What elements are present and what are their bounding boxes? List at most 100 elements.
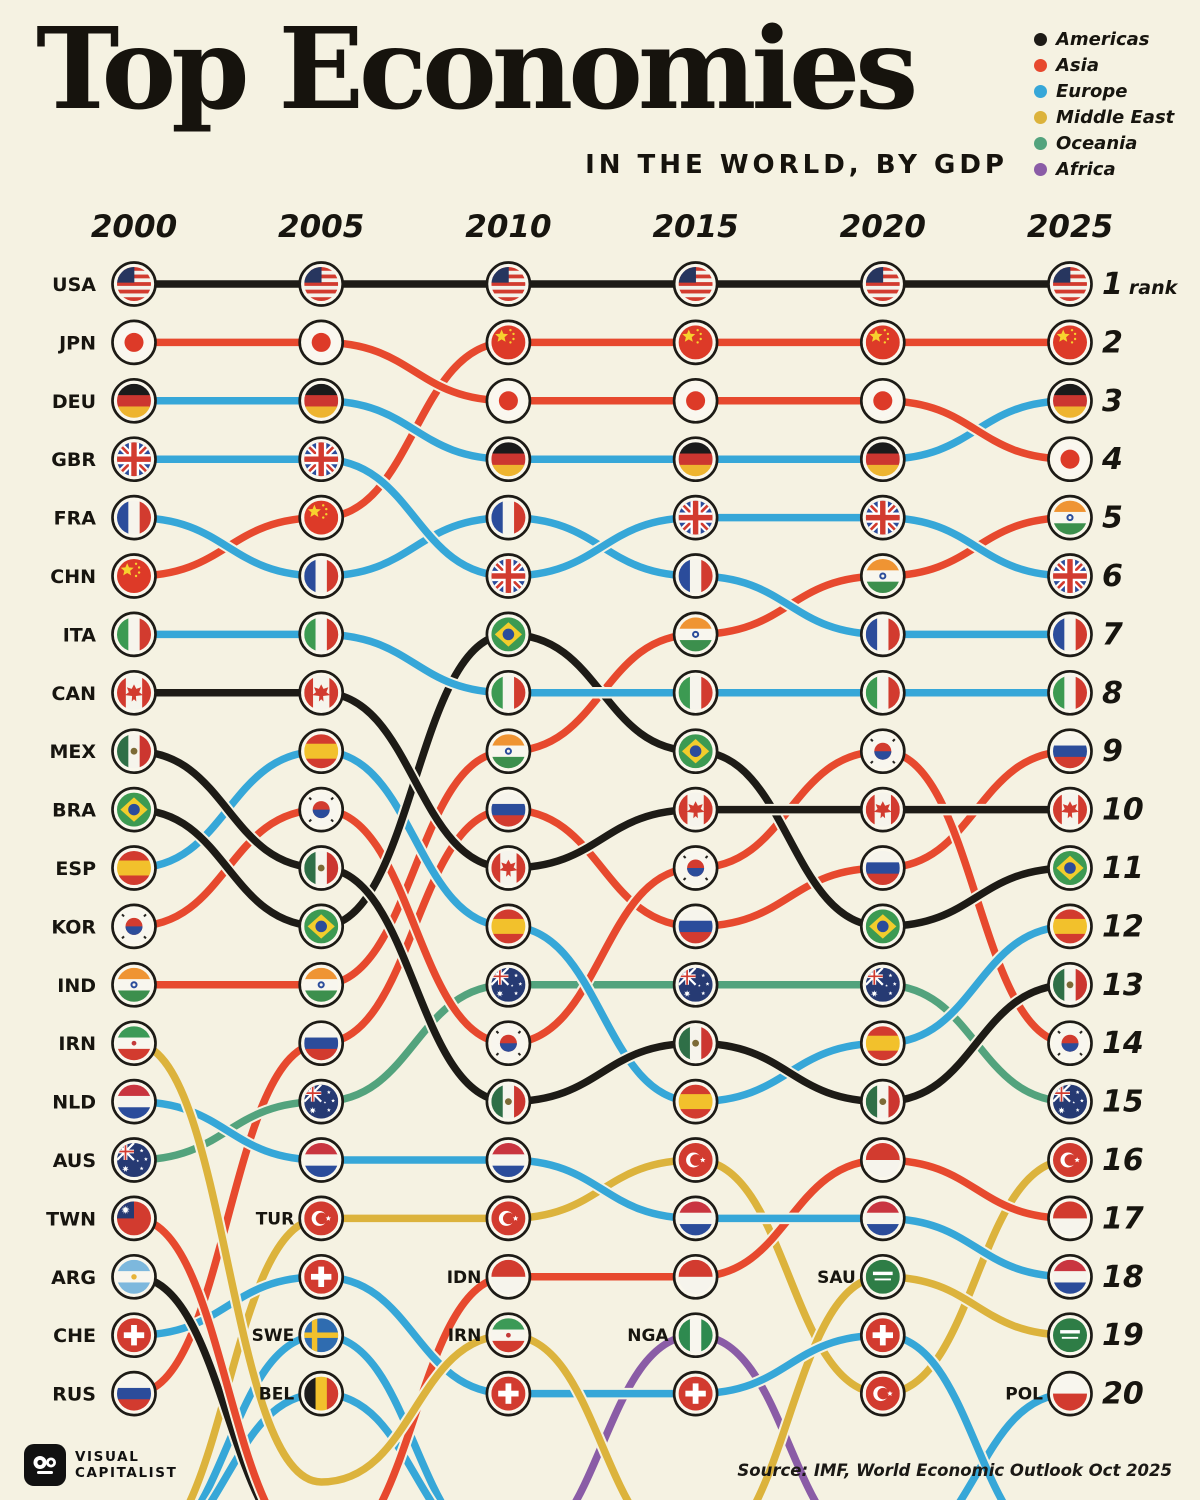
flag-icon-KOR: [1053, 1026, 1087, 1061]
node-NLD-2025: [1047, 1253, 1093, 1300]
flag-icon-TUR: [1053, 1143, 1087, 1177]
flag-icon-ITA: [304, 617, 339, 652]
country-label-NLD: NLD: [52, 1092, 96, 1114]
country-label-IND: IND: [57, 975, 96, 997]
rank-label-18: 18: [1102, 1260, 1144, 1295]
node-TWN-2000: [111, 1195, 157, 1242]
inline-label-BEL: BEL: [259, 1385, 295, 1405]
legend-item-middle-east: Middle East: [1034, 104, 1174, 130]
flag-icon-CAN: [304, 675, 339, 710]
flag-icon-USA: [1053, 267, 1087, 301]
node-TUR-2025: [1047, 1137, 1093, 1183]
flag-icon-NLD: [117, 1084, 151, 1119]
line-TWN: [133, 1214, 269, 1500]
node-CHE-2005: [298, 1253, 345, 1300]
flag-icon-CAN: [865, 792, 900, 827]
flag-icon-FRA: [304, 559, 339, 593]
inline-label-IRN: IRN: [448, 1326, 482, 1346]
flag-icon-DEU: [304, 383, 339, 418]
node-SWE-2005: [298, 1312, 345, 1359]
line-IRN: [133, 1039, 632, 1500]
node-JPN-2010: [485, 377, 532, 424]
country-label-MEX: MEX: [49, 741, 96, 763]
node-ITA-2000: [111, 611, 157, 658]
node-BRA-2000: [111, 786, 157, 833]
rank-label-3: 3: [1102, 384, 1123, 419]
flag-icon-FRA: [865, 617, 900, 652]
flag-icon-FRA: [491, 500, 526, 535]
flag-icon-TUR: [865, 1376, 900, 1411]
flag-icon-JPN: [491, 383, 526, 418]
node-KOR-2010: [485, 1020, 532, 1067]
line-FRA: [133, 513, 1070, 639]
visual-capitalist-logo: VISUAL CAPITALIST: [24, 1444, 177, 1486]
flag-icon-RUS: [117, 1376, 151, 1411]
flag-icon-CHN: [1053, 325, 1087, 360]
flag-icon-ESP: [865, 1026, 900, 1061]
legend-label: Oceania: [1056, 132, 1138, 154]
flag-icon-SWE: [304, 1318, 339, 1353]
node-JPN-2015: [672, 377, 719, 424]
line-SAU: [752, 1273, 1071, 1500]
flag-icon-TUR: [491, 1201, 526, 1236]
rank-label-16: 16: [1102, 1143, 1144, 1178]
node-SAU-2020: [859, 1253, 906, 1300]
rank-label-19: 19: [1102, 1318, 1144, 1353]
node-MEX-2025: [1047, 961, 1093, 1008]
flag-icon-AUS: [865, 967, 900, 1002]
flag-icon-CHE: [678, 1376, 713, 1411]
flag-icon-USA: [678, 267, 713, 301]
node-CAN-2010: [485, 845, 532, 891]
flag-icon-ESP: [117, 851, 151, 885]
node-GBR-2000: [111, 436, 157, 483]
node-ITA-2005: [298, 611, 345, 658]
legend-item-africa: Africa: [1034, 156, 1174, 182]
node-MEX-2010: [485, 1078, 532, 1125]
flag-icon-JPN: [1053, 442, 1087, 477]
flag-icon-USA: [865, 267, 900, 301]
flag-icon-IDN: [1053, 1201, 1087, 1236]
node-KOR-2005: [298, 786, 345, 833]
node-POL-2025: [1047, 1370, 1093, 1417]
year-label-2010: 2010: [465, 209, 551, 245]
lines-layer: [133, 278, 1071, 1500]
flag-icon-USA: [304, 267, 339, 301]
country-label-IRN: IRN: [58, 1033, 96, 1055]
flag-icon-ESP: [304, 734, 339, 769]
flag-icon-ITA: [678, 675, 713, 710]
node-FRA-2025: [1047, 611, 1093, 658]
node-NLD-2015: [672, 1195, 719, 1242]
flag-icon-KOR: [865, 734, 900, 769]
node-IDN-2010: [485, 1253, 532, 1300]
flag-icon-IND: [117, 967, 151, 1002]
flag-icon-CHN: [865, 325, 900, 360]
legend-item-asia: Asia: [1034, 52, 1174, 78]
flag-icon-ESP: [1053, 909, 1087, 944]
flag-icon-IND: [678, 617, 713, 652]
country-label-TWN: TWN: [46, 1208, 96, 1230]
node-NLD-2000: [111, 1078, 157, 1125]
flag-icon-GBR: [304, 442, 339, 477]
node-DEU-2010: [485, 436, 532, 483]
rank-label-5: 5: [1102, 501, 1123, 536]
flag-icon-GBR: [1053, 559, 1087, 593]
flag-icon-RUS: [304, 1026, 339, 1061]
country-label-CHN: CHN: [50, 566, 96, 588]
node-NLD-2005: [298, 1137, 345, 1183]
node-ESP-2025: [1047, 903, 1093, 950]
flag-icon-MEX: [117, 734, 151, 769]
flag-icon-TWN: [117, 1201, 151, 1236]
flag-icon-CAN: [491, 851, 526, 885]
flag-icon-IND: [865, 559, 900, 593]
node-GBR-2010: [485, 553, 532, 599]
flag-icon-CHN: [304, 500, 339, 535]
legend-label: Asia: [1056, 54, 1099, 76]
node-MEX-2015: [672, 1020, 719, 1067]
node-RUS-2015: [672, 903, 719, 950]
flag-icon-KOR: [117, 909, 151, 944]
logo-wordmark: VISUAL CAPITALIST: [75, 1449, 177, 1481]
node-CAN-2005: [298, 669, 345, 716]
node-CHE-2020: [859, 1312, 906, 1359]
flag-icon-RUS: [678, 909, 713, 944]
country-label-GBR: GBR: [51, 449, 96, 471]
